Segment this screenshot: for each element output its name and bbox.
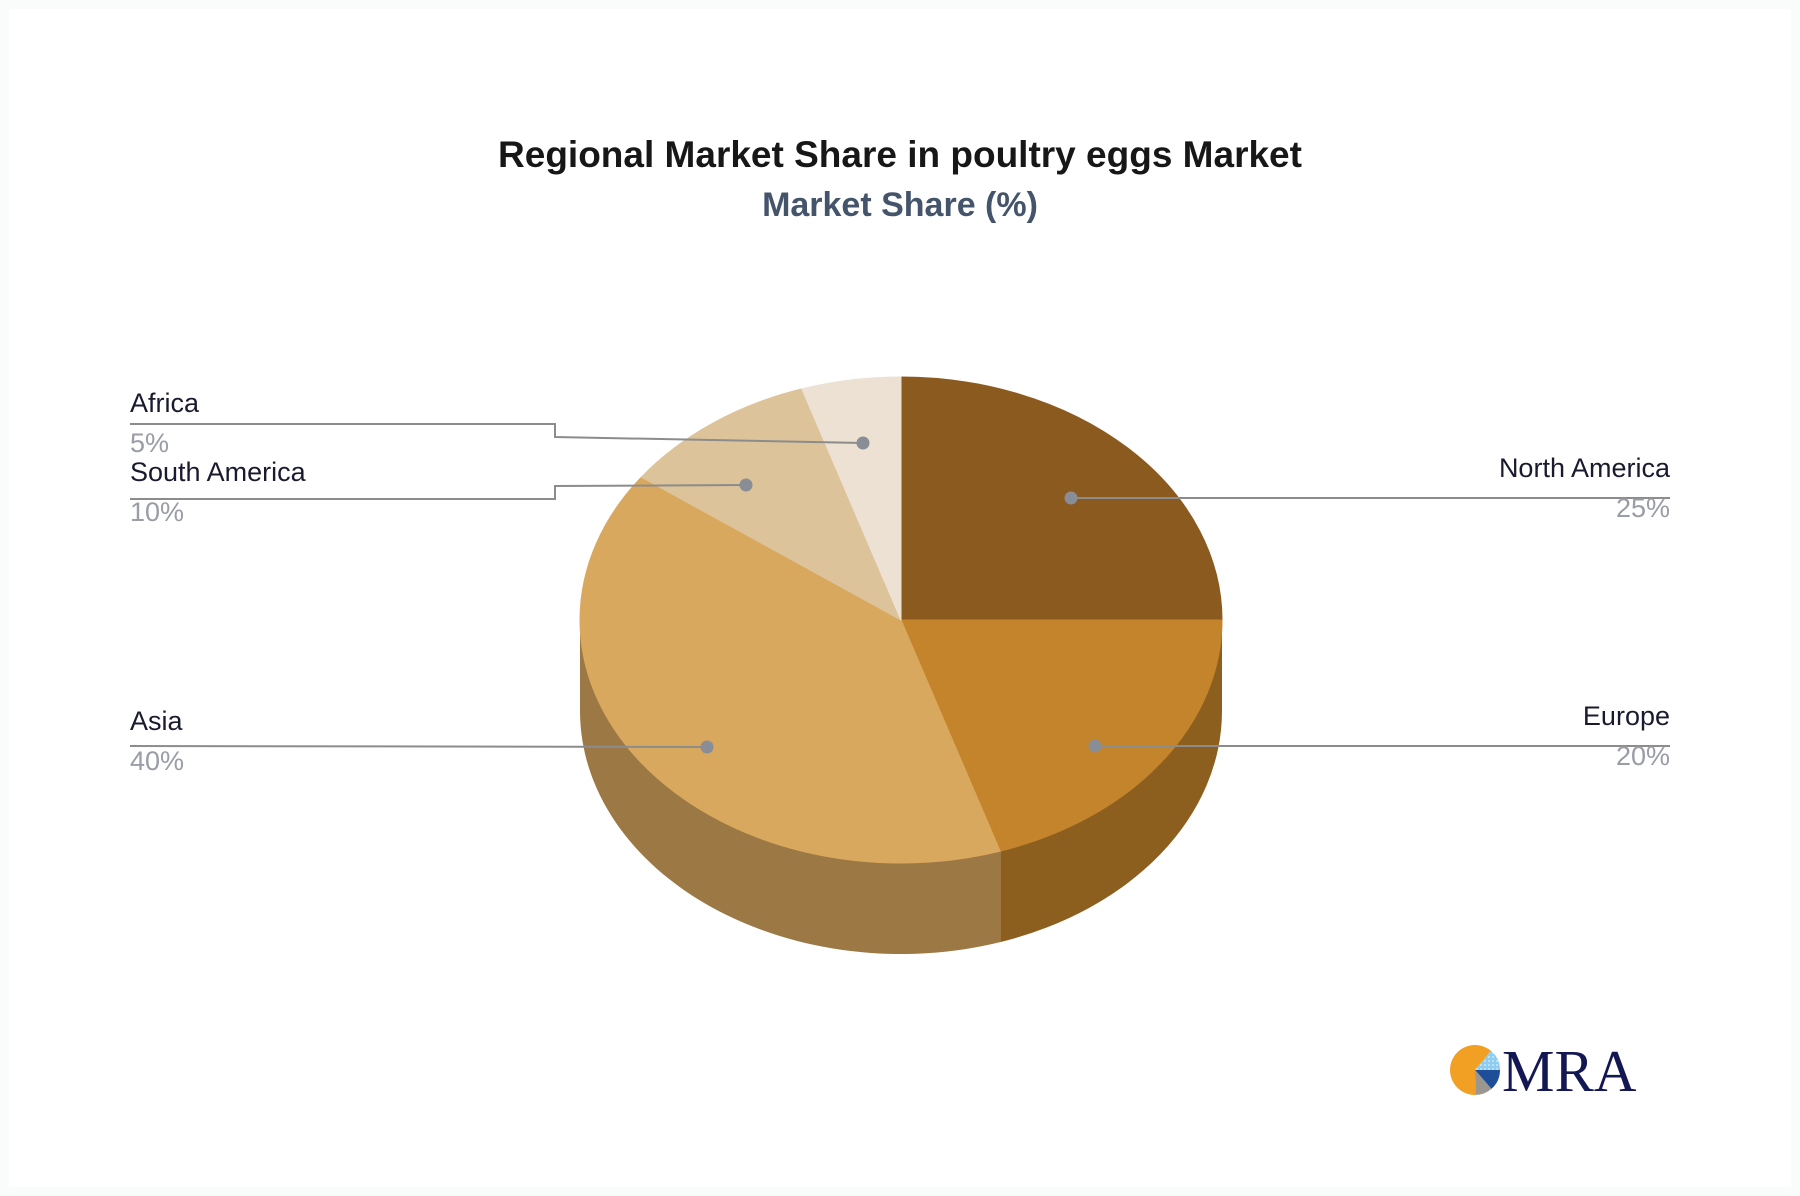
svg-text:MRA: MRA [1502, 1038, 1637, 1104]
